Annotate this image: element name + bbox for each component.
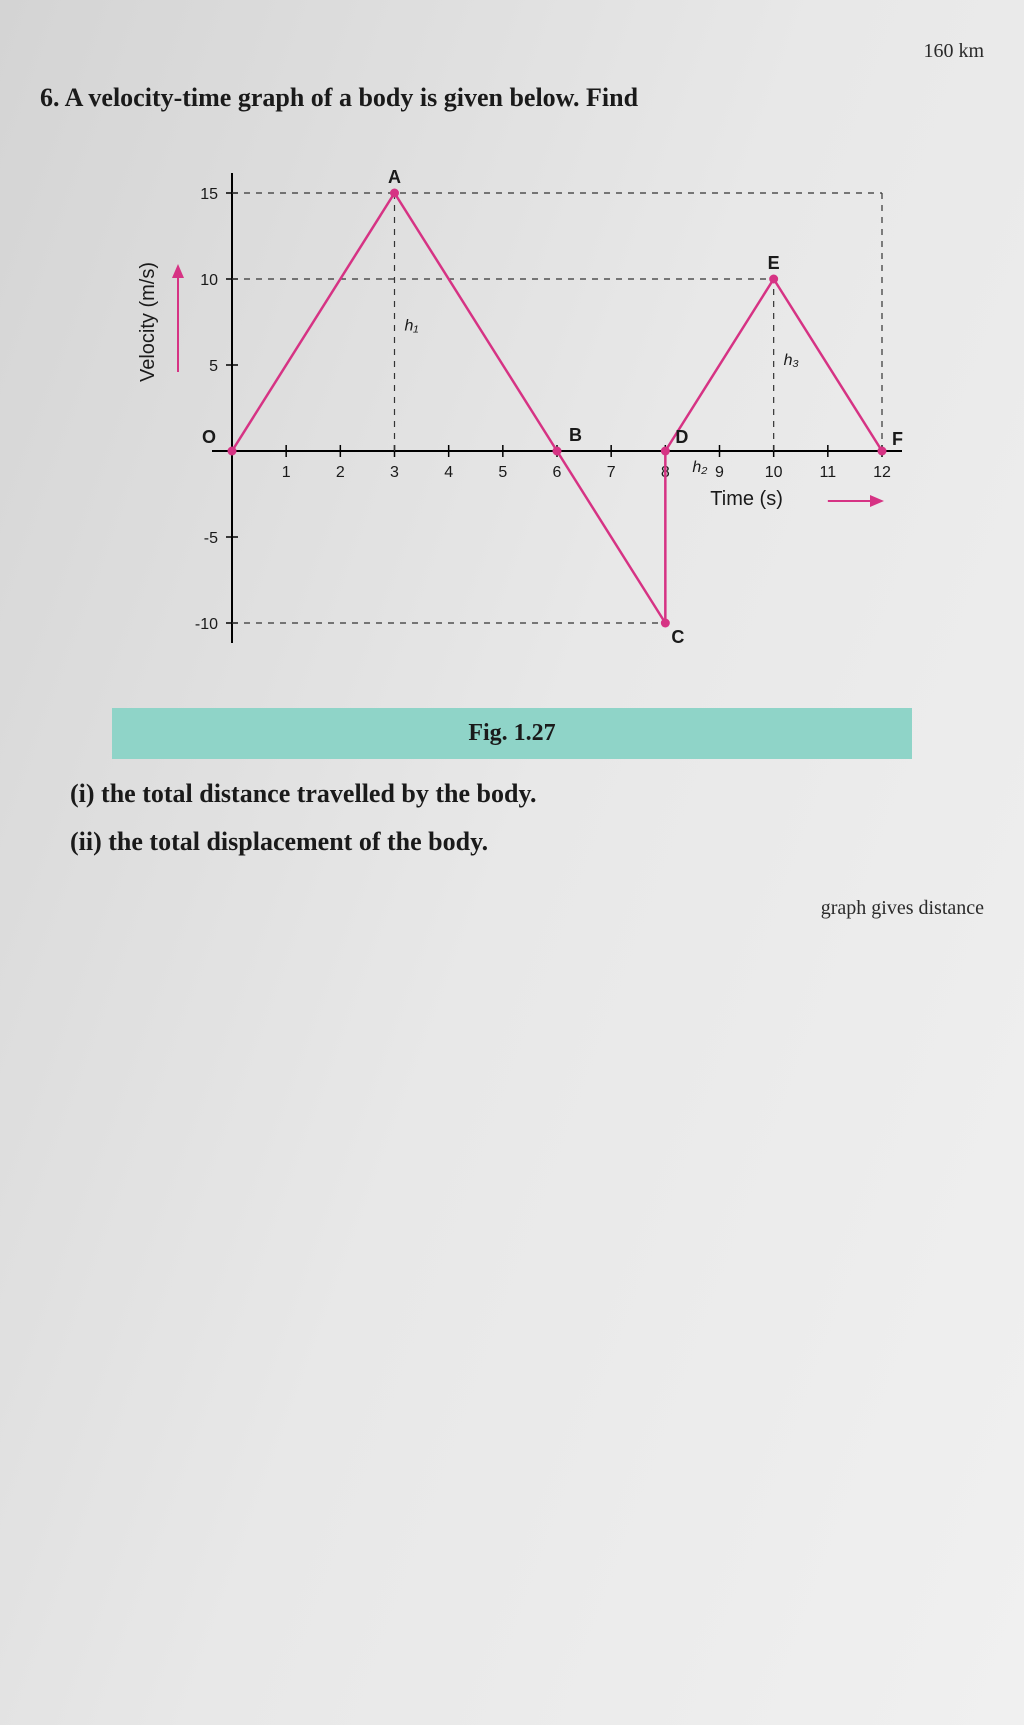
svg-text:1: 1 [282, 464, 291, 481]
svg-text:10: 10 [765, 464, 783, 481]
figure-label: Fig. 1.27 [112, 708, 912, 759]
header-right: 160 km [40, 40, 984, 63]
question-text: 6. A velocity-time graph of a body is gi… [40, 83, 984, 113]
svg-text:5: 5 [209, 358, 218, 375]
svg-text:Time (s): Time (s) [710, 488, 783, 510]
svg-text:9: 9 [715, 464, 724, 481]
svg-text:h₁: h₁ [405, 318, 419, 335]
subquestion-ii: (ii) the total displacement of the body. [70, 827, 984, 857]
svg-text:O: O [202, 427, 216, 447]
svg-text:C: C [671, 627, 684, 647]
svg-text:12: 12 [873, 464, 891, 481]
svg-text:7: 7 [607, 464, 616, 481]
svg-text:B: B [569, 425, 582, 445]
svg-text:3: 3 [390, 464, 399, 481]
svg-text:4: 4 [444, 464, 453, 481]
svg-text:Velocity (m/s): Velocity (m/s) [137, 262, 159, 382]
velocity-time-chart: 12345678910111251015-5-10OABCDEFh₁h₂h₃Ve… [112, 153, 912, 678]
svg-text:-10: -10 [195, 616, 218, 633]
svg-text:A: A [388, 167, 401, 187]
svg-text:6: 6 [553, 464, 562, 481]
svg-text:-5: -5 [204, 530, 218, 547]
svg-text:E: E [768, 253, 780, 273]
svg-text:10: 10 [200, 272, 218, 289]
svg-text:5: 5 [498, 464, 507, 481]
svg-text:h₃: h₃ [784, 352, 799, 369]
svg-text:D: D [675, 427, 688, 447]
svg-text:15: 15 [200, 186, 218, 203]
question-body: A velocity-time graph of a body is given… [65, 83, 638, 112]
svg-text:F: F [892, 429, 903, 449]
subquestion-i: (i) the total distance travelled by the … [70, 779, 984, 809]
svg-text:h₂: h₂ [692, 459, 707, 476]
svg-text:2: 2 [336, 464, 345, 481]
svg-text:11: 11 [820, 464, 837, 481]
question-number: 6. [40, 83, 60, 112]
footer-right: graph gives distance [40, 897, 984, 920]
